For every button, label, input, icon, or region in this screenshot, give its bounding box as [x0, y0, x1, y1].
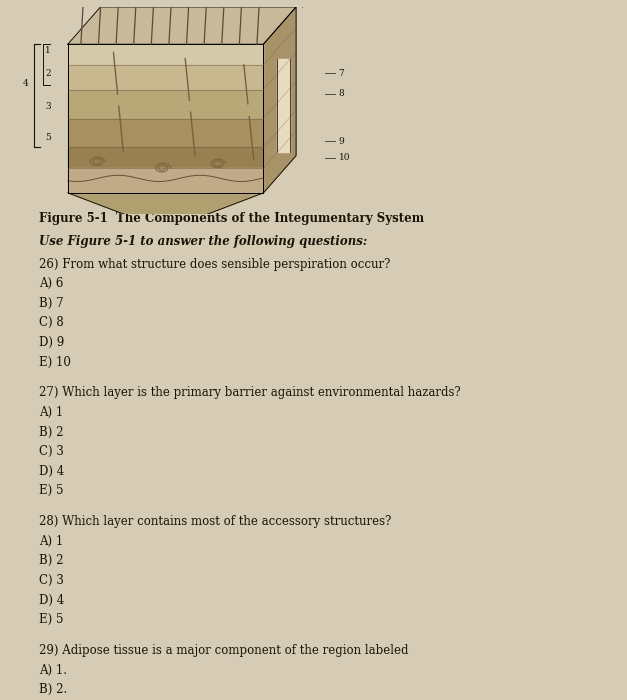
Text: Figure 5-1  The Components of the Integumentary System: Figure 5-1 The Components of the Integum… [39, 212, 424, 225]
Text: 8: 8 [339, 89, 344, 98]
Text: 29) Adipose tissue is a major component of the region labeled: 29) Adipose tissue is a major component … [39, 644, 408, 657]
Text: A) 1: A) 1 [39, 406, 63, 419]
Text: D) 4: D) 4 [39, 594, 64, 607]
Polygon shape [68, 193, 263, 230]
Polygon shape [68, 90, 263, 118]
Text: A) 1: A) 1 [39, 535, 63, 548]
Polygon shape [263, 7, 296, 193]
Text: B) 2.: B) 2. [39, 683, 67, 696]
Polygon shape [68, 168, 263, 193]
Polygon shape [68, 65, 263, 90]
Text: C) 3: C) 3 [39, 445, 64, 458]
Text: 7: 7 [339, 69, 344, 78]
Text: E) 5: E) 5 [39, 613, 63, 626]
Text: 1: 1 [45, 46, 51, 55]
Text: 9: 9 [339, 136, 344, 146]
Text: B) 2: B) 2 [39, 554, 63, 568]
Polygon shape [68, 44, 263, 65]
Polygon shape [277, 59, 290, 152]
Text: B) 2: B) 2 [39, 426, 63, 439]
Text: C) 8: C) 8 [39, 316, 63, 330]
Polygon shape [68, 148, 263, 168]
Text: D) 4: D) 4 [39, 465, 64, 478]
Polygon shape [68, 118, 263, 148]
Text: A) 6: A) 6 [39, 277, 63, 290]
Text: 26) From what structure does sensible perspiration occur?: 26) From what structure does sensible pe… [39, 258, 390, 271]
Text: 27) Which layer is the primary barrier against environmental hazards?: 27) Which layer is the primary barrier a… [39, 386, 461, 400]
Text: 10: 10 [339, 153, 350, 162]
Text: 3: 3 [46, 102, 51, 111]
Text: 6: 6 [199, 0, 204, 1]
Ellipse shape [112, 94, 135, 105]
Text: 28) Which layer contains most of the accessory structures?: 28) Which layer contains most of the acc… [39, 515, 391, 528]
Ellipse shape [239, 105, 262, 116]
Text: B) 7: B) 7 [39, 297, 63, 310]
Text: D) 9: D) 9 [39, 336, 64, 349]
Text: 5: 5 [45, 132, 51, 141]
Text: 2: 2 [46, 69, 51, 78]
Text: Use Figure 5-1 to answer the following questions:: Use Figure 5-1 to answer the following q… [39, 234, 367, 248]
Text: A) 1.: A) 1. [39, 664, 67, 677]
Ellipse shape [184, 101, 206, 111]
Text: 4: 4 [23, 79, 28, 88]
Text: C) 3: C) 3 [39, 574, 64, 587]
Polygon shape [68, 7, 296, 44]
Text: E) 5: E) 5 [39, 484, 63, 498]
Text: E) 10: E) 10 [39, 356, 71, 369]
